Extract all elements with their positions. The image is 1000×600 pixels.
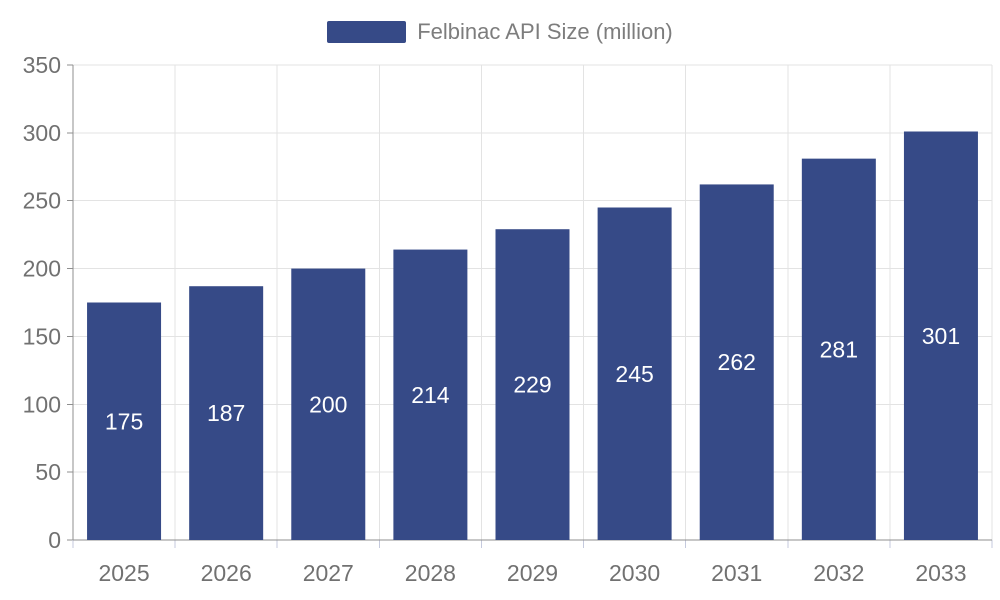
- bar-value-label: 245: [615, 361, 653, 387]
- bar-value-label: 214: [411, 382, 450, 408]
- bar-2031: [699, 184, 774, 540]
- x-tick-label: 2028: [405, 560, 456, 586]
- bar-value-label: 175: [105, 408, 143, 434]
- bar-2033: [903, 131, 978, 540]
- bar-value-label: 187: [207, 400, 245, 426]
- bar-2032: [801, 158, 876, 540]
- x-tick-label: 2030: [609, 560, 660, 586]
- x-tick-label: 2031: [711, 560, 762, 586]
- y-tick-label: 50: [35, 459, 61, 485]
- y-tick-label: 350: [23, 52, 61, 78]
- y-tick-label: 300: [23, 120, 61, 146]
- bar-2027: [291, 268, 366, 540]
- x-tick-label: 2027: [303, 560, 354, 586]
- bar-2026: [189, 286, 264, 540]
- legend-swatch: [327, 21, 407, 43]
- y-tick-label: 200: [23, 256, 61, 282]
- bar-2028: [393, 249, 468, 541]
- bar-value-label: 301: [922, 323, 960, 349]
- bar-value-label: 229: [513, 372, 551, 398]
- bar-value-label: 200: [309, 391, 347, 417]
- y-tick-label: 250: [23, 188, 61, 214]
- legend-item-felbinac[interactable]: Felbinac API Size (million): [327, 21, 673, 43]
- legend-label: Felbinac API Size (million): [417, 19, 673, 44]
- bar-2030: [597, 207, 672, 540]
- y-tick-label: 150: [23, 323, 61, 349]
- bar-value-label: 262: [718, 349, 756, 375]
- chart-legend: Felbinac API Size (million): [0, 21, 1000, 43]
- bar-2025: [87, 302, 162, 540]
- x-tick-label: 2029: [507, 560, 558, 586]
- y-tick-label: 0: [48, 527, 61, 553]
- x-tick-label: 2025: [98, 560, 149, 586]
- bar-value-label: 281: [820, 336, 858, 362]
- y-tick-label: 100: [23, 391, 61, 417]
- x-tick-label: 2026: [201, 560, 252, 586]
- bar-2029: [495, 229, 570, 540]
- x-tick-label: 2032: [813, 560, 864, 586]
- x-tick-label: 2033: [915, 560, 966, 586]
